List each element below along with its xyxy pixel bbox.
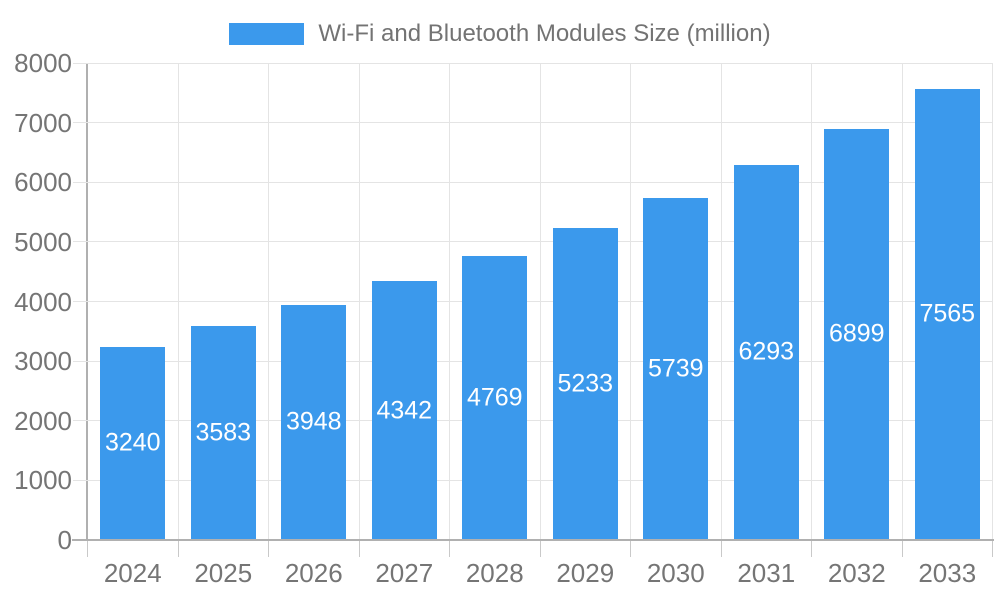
v-gridline bbox=[811, 63, 812, 540]
v-gridline bbox=[901, 63, 903, 540]
x-tick bbox=[901, 541, 903, 557]
x-axis-label: 2032 bbox=[827, 558, 886, 588]
legend-label: Wi-Fi and Bluetooth Modules Size (millio… bbox=[318, 20, 771, 47]
x-tick bbox=[358, 541, 360, 557]
v-gridline bbox=[630, 63, 631, 540]
h-gridline bbox=[72, 241, 993, 243]
h-gridline bbox=[72, 62, 993, 64]
y-axis-label: 1000 bbox=[14, 465, 72, 496]
bar-value-label: 3583 bbox=[195, 418, 252, 447]
bar-value-label: 3948 bbox=[285, 407, 342, 436]
x-axis-label: 2031 bbox=[737, 558, 796, 588]
y-axis-label: 4000 bbox=[14, 286, 72, 317]
x-axis-line bbox=[72, 539, 994, 541]
y-tick bbox=[72, 539, 87, 541]
bar-2027: 4342 bbox=[371, 281, 437, 540]
h-gridline bbox=[72, 479, 993, 481]
x-axis-label: 2027 bbox=[375, 558, 434, 588]
bar-2032: 6899 bbox=[824, 128, 890, 540]
x-axis-label: 2025 bbox=[194, 558, 253, 588]
v-gridline bbox=[720, 63, 722, 540]
v-gridline bbox=[268, 63, 269, 540]
h-gridline bbox=[72, 122, 993, 124]
bar-2024: 3240 bbox=[100, 346, 166, 540]
x-tick bbox=[449, 541, 450, 557]
bar-value-label: 5233 bbox=[557, 369, 614, 398]
bar-value-label: 4769 bbox=[466, 383, 523, 412]
legend-swatch-icon bbox=[229, 23, 305, 45]
y-axis-label: 2000 bbox=[14, 405, 72, 436]
bar-value-label: 5739 bbox=[647, 354, 704, 383]
y-axis-label: 6000 bbox=[14, 167, 72, 198]
bar-value-label: 7565 bbox=[919, 299, 976, 328]
y-axis-label: 5000 bbox=[14, 226, 72, 257]
h-gridline bbox=[72, 301, 993, 302]
bar-2033: 7565 bbox=[914, 88, 980, 540]
y-axis-label: 0 bbox=[57, 525, 72, 555]
x-tick bbox=[177, 541, 179, 557]
x-axis-label: 2024 bbox=[103, 558, 162, 588]
x-axis-label: 2026 bbox=[284, 558, 343, 588]
h-gridline bbox=[72, 360, 993, 362]
x-tick bbox=[268, 541, 269, 557]
x-tick bbox=[811, 541, 812, 557]
plot-area: 3240 3583 3948 4342 4769 5233 5739 6293 6899 7565 bbox=[72, 62, 993, 540]
x-axis-label: 2028 bbox=[465, 558, 524, 588]
x-tick bbox=[992, 541, 993, 557]
bar-value-label: 6899 bbox=[828, 319, 885, 348]
x-tick bbox=[630, 541, 631, 557]
x-tick bbox=[539, 541, 541, 557]
bar-2025: 3583 bbox=[190, 326, 256, 540]
v-gridline bbox=[449, 63, 450, 540]
h-gridline bbox=[72, 181, 993, 183]
v-gridline bbox=[358, 63, 360, 540]
y-axis-label: 8000 bbox=[14, 48, 72, 78]
bar-2026: 3948 bbox=[281, 304, 347, 540]
h-gridline bbox=[72, 420, 993, 422]
bar-2031: 6293 bbox=[733, 164, 799, 540]
bar-value-label: 6293 bbox=[738, 337, 795, 366]
x-axis-label: 2029 bbox=[556, 558, 615, 588]
v-gridline bbox=[177, 63, 179, 540]
v-gridline bbox=[539, 63, 541, 540]
x-tick bbox=[87, 541, 88, 557]
bar-2028: 4769 bbox=[462, 255, 528, 540]
bar-value-label: 4342 bbox=[376, 396, 433, 425]
x-axis-label: 2030 bbox=[646, 558, 705, 588]
x-axis-label: 2033 bbox=[918, 558, 977, 588]
y-axis-label: 7000 bbox=[14, 107, 72, 138]
chart-legend: Wi-Fi and Bluetooth Modules Size (millio… bbox=[0, 18, 1000, 50]
x-tick bbox=[720, 541, 722, 557]
v-gridline bbox=[992, 63, 993, 540]
bar-2029: 5233 bbox=[552, 227, 618, 540]
y-axis-label: 3000 bbox=[14, 346, 72, 377]
bar-2030: 5739 bbox=[643, 197, 709, 540]
bar-value-label: 3240 bbox=[104, 428, 161, 457]
